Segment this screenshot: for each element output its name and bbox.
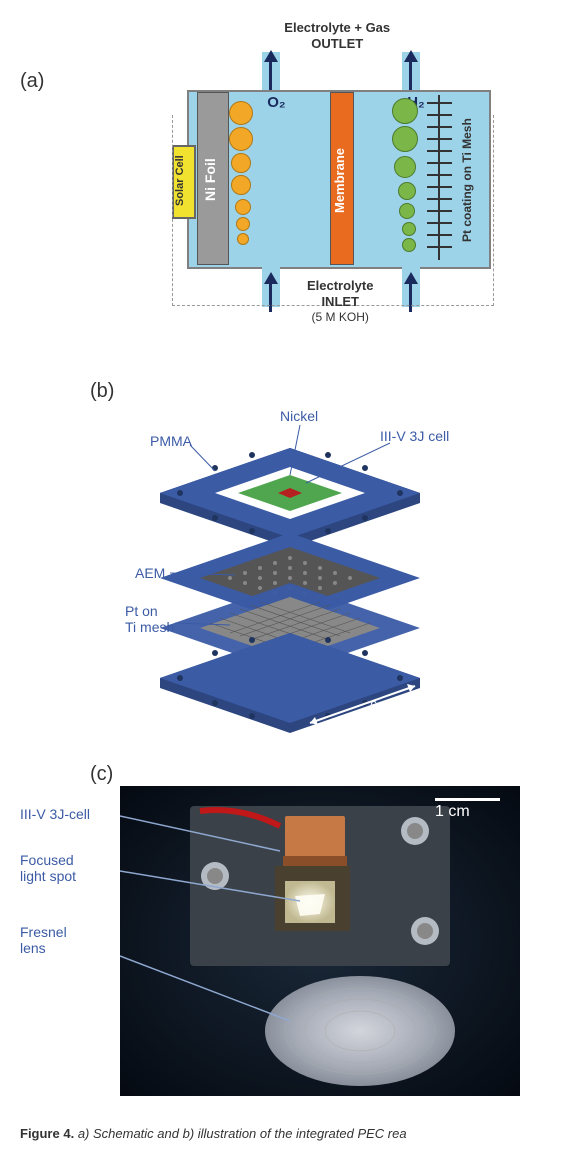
panel-c: (c) III-V 3J-cell Focused light spot Fre… xyxy=(20,763,560,1096)
figure-caption: Figure 4. a) Schematic and b) illustrati… xyxy=(20,1126,560,1141)
caption-prefix: Figure 4. xyxy=(20,1126,74,1141)
inlet-sub-label: (5 M KOH) xyxy=(290,310,390,324)
schematic-diagram: Electrolyte + Gas OUTLET O₂ H₂ Solar Cel… xyxy=(112,20,512,350)
pt-ti-label-b: Pt on Ti mesh xyxy=(125,603,174,635)
outlet-arrow-left xyxy=(264,50,278,90)
o2-label: O₂ xyxy=(267,94,285,111)
aem-label: AEM xyxy=(135,565,165,581)
fresnel-label: Fresnel lens xyxy=(20,924,120,956)
outlet-label: Electrolyte + Gas OUTLET xyxy=(262,20,412,51)
focused-label: Focused light spot xyxy=(20,852,120,884)
scale-text: 1 cm xyxy=(435,803,470,820)
panel-c-label: (c) xyxy=(90,763,113,786)
mesh-cross-1 xyxy=(427,102,452,104)
panel-a: (a) Electrolyte + Gas OUTLET O₂ H₂ Solar… xyxy=(20,20,560,350)
photo-svg xyxy=(120,786,520,1096)
exploded-view: Nickel PMMA III-V 3J cell xyxy=(90,403,490,733)
scale-bar: 1 cm xyxy=(435,798,500,821)
dim-label: 6 cm xyxy=(370,698,398,713)
outlet-arrow-right xyxy=(404,50,418,90)
panel-a-label: (a) xyxy=(20,70,44,93)
panel-b: (b) Nickel PMMA III-V 3J cell xyxy=(20,380,560,733)
caption-text: a) Schematic and b) illustration of the … xyxy=(78,1126,407,1141)
panel-b-label: (b) xyxy=(90,380,114,403)
iiiv-label-c: III-V 3J-cell xyxy=(20,806,120,822)
photo: 1 cm xyxy=(120,786,520,1096)
inlet-label: Electrolyte INLET xyxy=(290,278,390,309)
